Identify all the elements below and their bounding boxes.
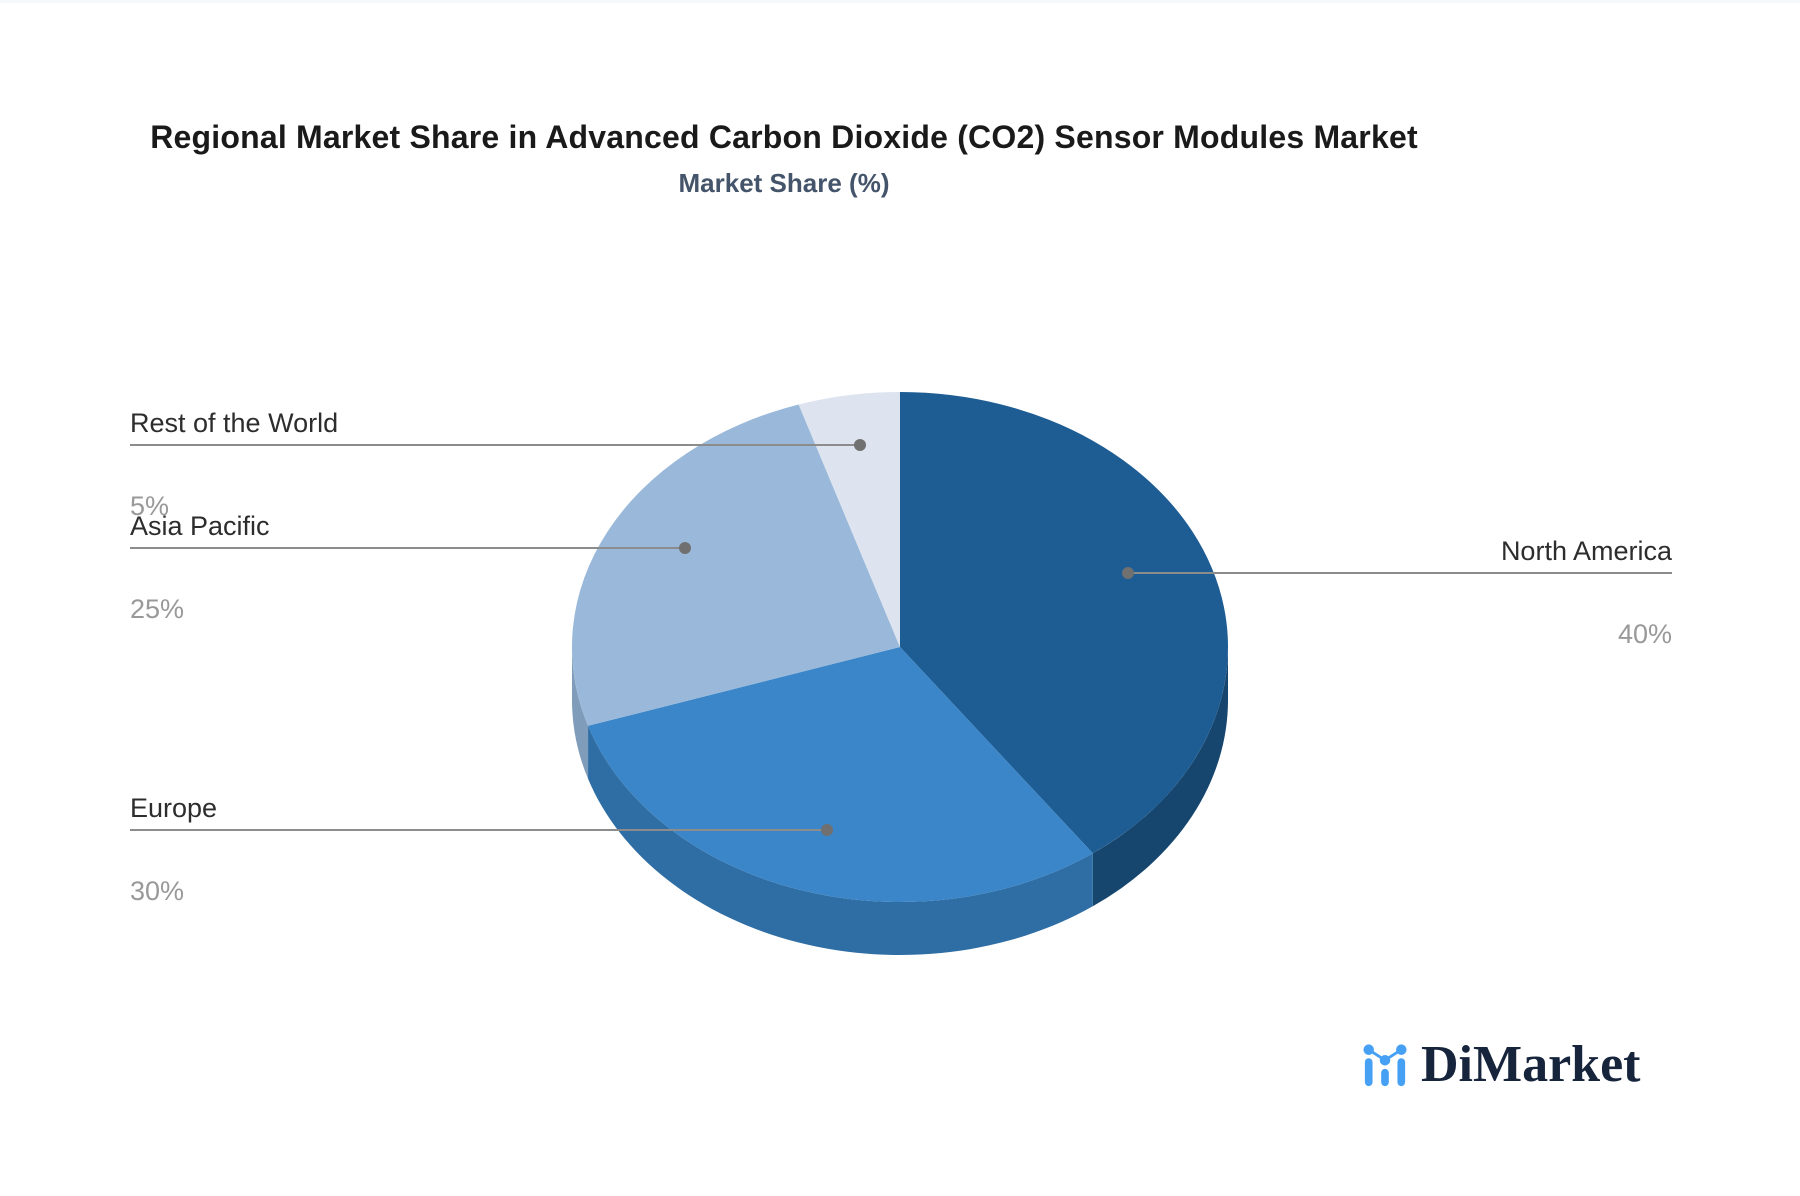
slice-percent: 30%: [130, 876, 185, 907]
slice-label: Asia Pacific: [130, 511, 270, 541]
slice-percent: 25%: [130, 594, 185, 625]
pie-slice-europe[interactable]: [588, 647, 1093, 902]
leader-dot-asia-pacific: [679, 542, 691, 554]
slice-label: Europe: [130, 793, 218, 823]
slice-percent: 40%: [1617, 619, 1672, 650]
slice-percent: 5%: [130, 491, 170, 522]
pie-slice-asia-pacific[interactable]: [572, 404, 900, 726]
callout-north-america: North America 40%: [1501, 534, 1672, 652]
pie-slice-rest-of-the-world[interactable]: [798, 392, 900, 647]
page-title: Regional Market Share in Advanced Carbon…: [150, 119, 1418, 155]
callout-rest-of-the-world: Rest of the World 5%: [130, 406, 338, 524]
callout-europe: Europe 30%: [130, 791, 217, 909]
logo-wordmark: DiMarket: [1421, 1036, 1641, 1093]
pie-slice-side-europe: [588, 725, 1093, 956]
top-border: [0, 0, 1800, 3]
leader-dot-europe: [821, 824, 833, 836]
callout-asia-pacific: Asia Pacific 25%: [130, 509, 270, 627]
leader-dot-rest-of-the-world: [854, 439, 866, 451]
pie-slice-north-america[interactable]: [900, 392, 1228, 854]
pie-slice-side-asia-pacific: [572, 647, 589, 779]
chart-subtitle: Market Share (%): [678, 168, 890, 198]
bar-chart-logo-icon: [1363, 1044, 1407, 1087]
slice-label: Rest of the World: [130, 408, 339, 438]
pie-slice-side-north-america: [1092, 647, 1228, 907]
slice-label: North America: [1500, 536, 1672, 566]
leader-dot-north-america: [1122, 567, 1134, 579]
dimarket-logo: DiMarket: [1362, 1036, 1641, 1093]
